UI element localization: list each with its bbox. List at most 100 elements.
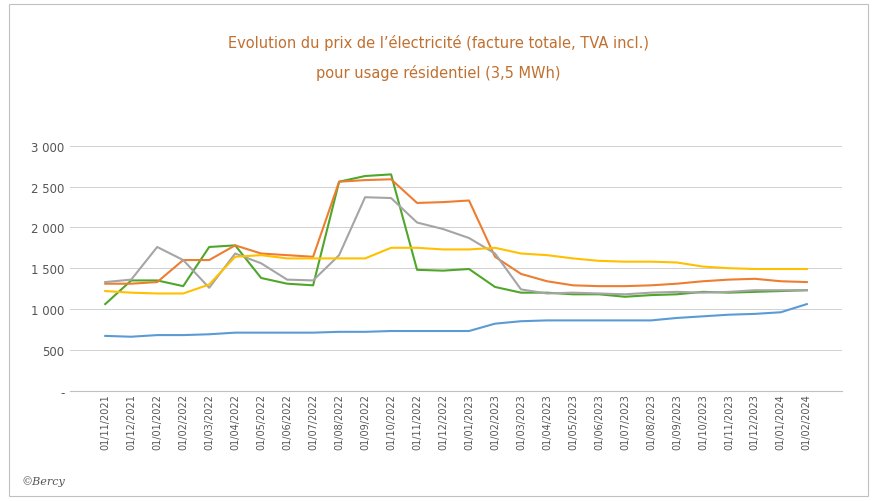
BE (100, 280, 111, 286)
NL (334, 179, 345, 185)
NL (178, 284, 189, 290)
BE (489, 251, 500, 257)
NL (230, 243, 240, 249)
FR (516, 319, 526, 325)
NL (516, 290, 526, 296)
BE (802, 288, 812, 294)
NL (438, 268, 448, 274)
BE (230, 251, 240, 257)
DE (594, 284, 604, 290)
FR (775, 310, 786, 316)
BE (697, 290, 708, 296)
NL (360, 174, 370, 180)
DE (412, 200, 423, 206)
FR (256, 330, 267, 336)
Text: Evolution du prix de l’électricité (facture totale, TVA incl.): Evolution du prix de l’électricité (fact… (228, 35, 649, 51)
FR (438, 328, 448, 334)
BE (282, 277, 292, 283)
BE (724, 289, 734, 295)
DE (256, 251, 267, 257)
UK (152, 291, 162, 297)
NL (697, 289, 708, 295)
FR (126, 334, 137, 340)
DE (386, 177, 396, 183)
NL (204, 244, 215, 250)
BE (775, 288, 786, 294)
DE (724, 277, 734, 283)
BE (126, 277, 137, 283)
DE (230, 243, 240, 249)
FR (152, 333, 162, 339)
BE (620, 292, 631, 298)
UK (438, 247, 448, 253)
UK (672, 260, 682, 266)
NL (282, 281, 292, 287)
NL (489, 285, 500, 291)
UK (697, 264, 708, 270)
NL (152, 278, 162, 284)
FR (567, 318, 578, 324)
DE (126, 281, 137, 287)
BE (360, 195, 370, 201)
UK (542, 253, 553, 259)
BE (542, 291, 553, 297)
NL (750, 289, 760, 295)
BE (516, 287, 526, 293)
BE (386, 195, 396, 201)
BE (334, 253, 345, 259)
NL (542, 290, 553, 296)
FR (594, 318, 604, 324)
DE (152, 280, 162, 286)
FR (386, 328, 396, 334)
BE (594, 291, 604, 297)
UK (802, 267, 812, 273)
Line: DE: DE (105, 180, 807, 287)
DE (308, 255, 318, 261)
NL (100, 302, 111, 308)
UK (620, 259, 631, 265)
DE (802, 280, 812, 286)
Line: BE: BE (105, 198, 807, 295)
UK (334, 256, 345, 262)
DE (464, 198, 474, 204)
FR (178, 333, 189, 339)
FR (360, 329, 370, 335)
UK (360, 256, 370, 262)
FR (672, 315, 682, 321)
DE (100, 281, 111, 287)
FR (645, 318, 656, 324)
DE (620, 284, 631, 290)
FR (750, 311, 760, 317)
BE (464, 235, 474, 241)
FR (489, 321, 500, 327)
FR (204, 332, 215, 338)
NL (672, 292, 682, 298)
FR (724, 312, 734, 318)
UK (204, 282, 215, 288)
DE (360, 178, 370, 184)
DE (282, 253, 292, 259)
BE (308, 278, 318, 284)
FR (802, 302, 812, 308)
FR (464, 328, 474, 334)
NL (464, 267, 474, 273)
FR (542, 318, 553, 324)
UK (100, 289, 111, 295)
DE (438, 200, 448, 206)
DE (204, 258, 215, 264)
DE (516, 272, 526, 278)
NL (594, 292, 604, 298)
NL (308, 283, 318, 289)
FR (230, 330, 240, 336)
DE (542, 279, 553, 285)
UK (308, 256, 318, 262)
DE (334, 179, 345, 185)
DE (645, 283, 656, 289)
UK (567, 256, 578, 262)
DE (697, 279, 708, 285)
UK (282, 256, 292, 262)
DE (489, 255, 500, 261)
UK (126, 290, 137, 296)
DE (567, 283, 578, 289)
Text: pour usage résidentiel (3,5 MWh): pour usage résidentiel (3,5 MWh) (317, 65, 560, 81)
